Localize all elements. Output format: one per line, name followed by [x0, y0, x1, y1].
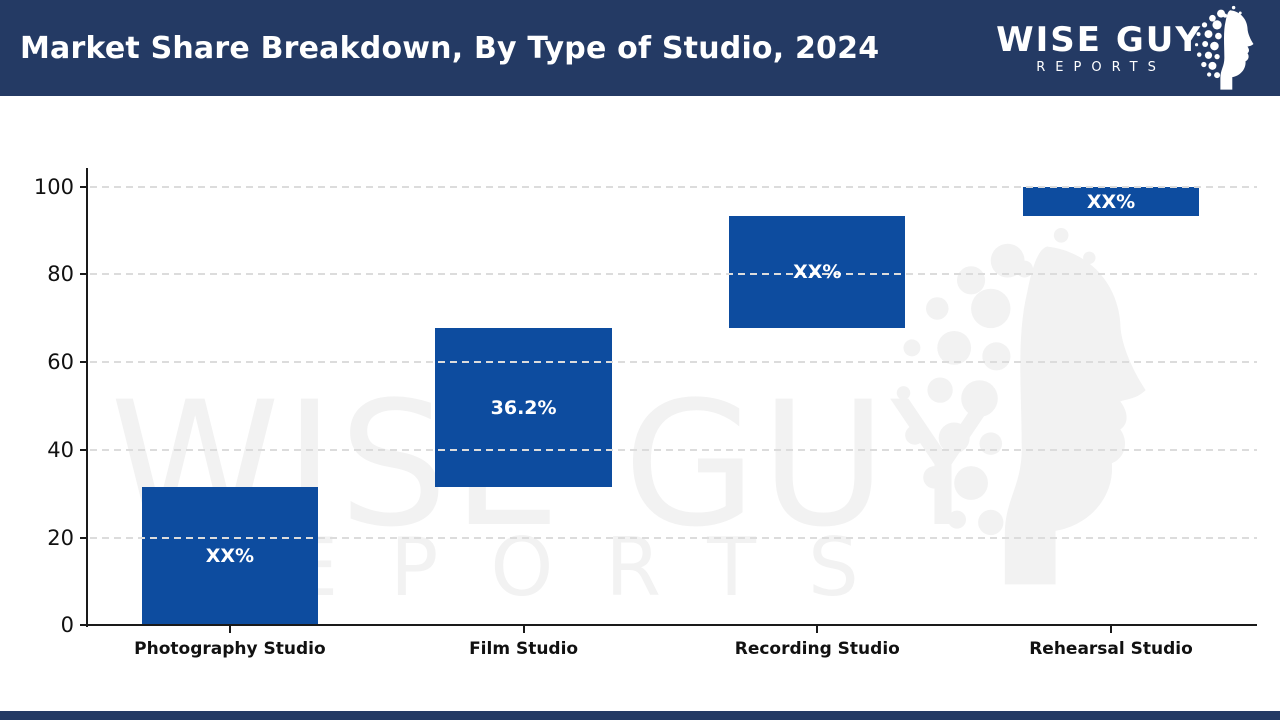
y-tick — [80, 536, 88, 539]
y-tick — [80, 273, 88, 276]
wiseguy-head-watermark-icon — [896, 227, 1146, 585]
x-tick — [1110, 626, 1112, 634]
grid-line — [90, 536, 1257, 539]
y-tick-label: 100 — [33, 174, 74, 199]
wiseguy-logo: WISE GUY REPORTS — [996, 5, 1280, 91]
header-bar: Market Share Breakdown, By Type of Studi… — [0, 0, 1280, 96]
bar-value-label: XX% — [793, 261, 842, 284]
y-tick — [80, 185, 88, 188]
x-tick — [816, 626, 819, 634]
bar-value-label: XX% — [1086, 190, 1136, 213]
bar-value-label: 36.2% — [490, 396, 557, 419]
x-tick-label: Film Studio — [469, 639, 579, 660]
bar — [435, 328, 612, 488]
bar — [1022, 186, 1200, 217]
grid-line — [90, 185, 1257, 188]
x-tick-label: Rehearsal Studio — [1029, 639, 1193, 660]
y-tick — [80, 624, 88, 627]
y-tick-label: 20 — [47, 525, 74, 550]
footer-bar — [0, 711, 1280, 720]
grid-line — [90, 273, 1257, 276]
y-tick-label: 80 — [47, 262, 74, 287]
x-tick — [522, 626, 525, 634]
x-tick-label: Recording Studio — [734, 639, 900, 660]
y-tick-label: 60 — [47, 350, 74, 375]
y-tick-label: 0 — [60, 613, 74, 638]
grid-line — [90, 448, 1257, 451]
x-tick — [228, 626, 231, 634]
chart-title: Market Share Breakdown, By Type of Studi… — [20, 30, 880, 66]
bar — [729, 216, 906, 329]
y-axis-line — [86, 168, 88, 628]
logo-text: WISE GUY REPORTS — [996, 23, 1202, 74]
x-tick-label: Photography Studio — [134, 639, 326, 660]
grid-line — [90, 361, 1257, 364]
wiseguy-head-icon — [1194, 5, 1254, 90]
y-tick — [80, 361, 88, 364]
x-axis-line — [86, 624, 1257, 627]
logo-wordmark: WISE GUY — [996, 19, 1202, 60]
bar-value-label: XX% — [205, 545, 255, 568]
y-tick-label: 40 — [47, 437, 74, 462]
logo-subtitle: REPORTS — [1036, 59, 1166, 75]
y-tick — [80, 448, 88, 451]
bar — [141, 487, 319, 626]
